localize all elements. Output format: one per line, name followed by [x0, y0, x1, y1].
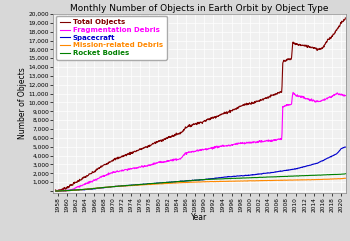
Title: Monthly Number of Objects in Earth Orbit by Object Type: Monthly Number of Objects in Earth Orbit… [70, 4, 329, 13]
Total Objects [54, 189, 58, 192]
Line: Total Objects: Total Objects [56, 18, 345, 191]
Rocket Bodies [95, 187, 99, 190]
Fragmentation Debris [106, 173, 110, 176]
Spacecraft [54, 190, 58, 193]
Spacecraft [54, 190, 58, 193]
Mission-related Debris [343, 177, 348, 180]
Fragmentation Debris [54, 190, 58, 193]
Spacecraft [186, 180, 190, 182]
Fragmentation Debris [291, 91, 295, 94]
Total Objects [107, 161, 111, 164]
Mission-related Debris [55, 189, 59, 192]
Rocket Bodies [186, 179, 190, 182]
Fragmentation Debris [95, 179, 99, 181]
Total Objects [54, 188, 58, 191]
X-axis label: Year: Year [191, 213, 208, 222]
Rocket Bodies [343, 172, 348, 175]
Rocket Bodies [95, 187, 99, 189]
Spacecraft [94, 187, 99, 190]
Mission-related Debris [54, 190, 58, 193]
Mission-related Debris [54, 190, 58, 193]
Rocket Bodies [139, 183, 143, 186]
Mission-related Debris [186, 181, 190, 184]
Spacecraft [343, 146, 348, 148]
Spacecraft [343, 146, 347, 148]
Fragmentation Debris [138, 166, 142, 169]
Spacecraft [106, 186, 110, 189]
Rocket Bodies [107, 186, 111, 188]
Mission-related Debris [95, 187, 99, 190]
Line: Spacecraft: Spacecraft [56, 147, 345, 191]
Rocket Bodies [54, 189, 58, 192]
Mission-related Debris [95, 187, 99, 189]
Legend: Total Objects, Fragmentation Debris, Spacecraft, Mission-related Debris, Rocket : Total Objects, Fragmentation Debris, Spa… [56, 16, 167, 60]
Mission-related Debris [343, 177, 347, 180]
Total Objects [55, 190, 59, 193]
Fragmentation Debris [343, 94, 348, 97]
Total Objects [343, 17, 348, 20]
Total Objects [186, 125, 190, 127]
Rocket Bodies [54, 190, 58, 193]
Line: Fragmentation Debris: Fragmentation Debris [56, 92, 345, 191]
Total Objects [95, 168, 99, 171]
Fragmentation Debris [54, 189, 58, 192]
Y-axis label: Number of Objects: Number of Objects [18, 67, 27, 139]
Total Objects [139, 148, 143, 151]
Spacecraft [95, 187, 99, 190]
Rocket Bodies [55, 190, 59, 193]
Fragmentation Debris [186, 151, 190, 154]
Total Objects [95, 167, 99, 170]
Line: Rocket Bodies: Rocket Bodies [56, 174, 345, 191]
Fragmentation Debris [94, 178, 99, 181]
Mission-related Debris [107, 186, 111, 188]
Mission-related Debris [139, 184, 143, 187]
Line: Mission-related Debris: Mission-related Debris [56, 178, 345, 191]
Spacecraft [138, 183, 142, 186]
